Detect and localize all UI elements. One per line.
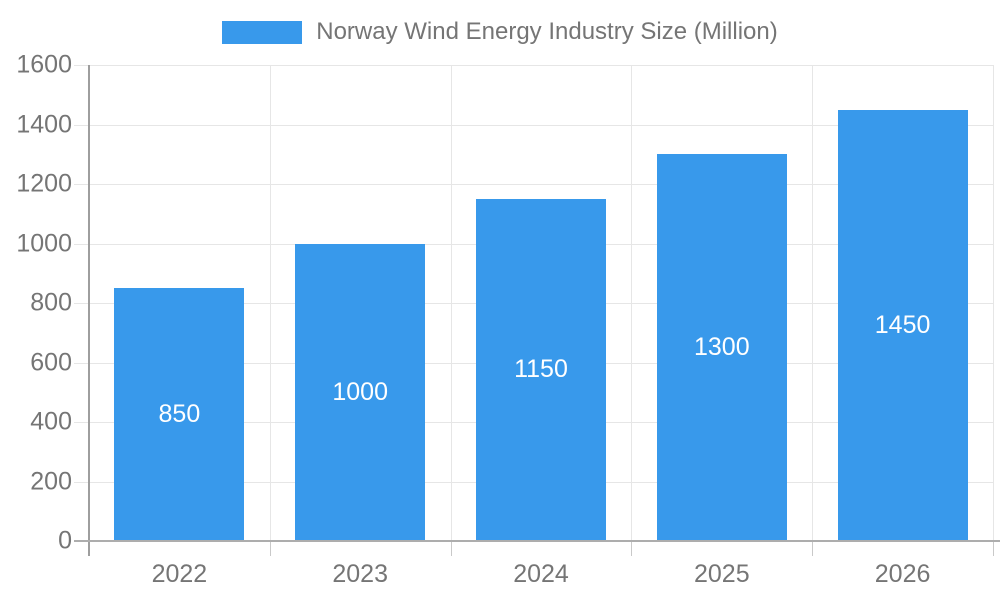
y-axis-tick <box>74 362 89 364</box>
y-axis-line <box>88 65 90 556</box>
y-axis-tick-label: 1000 <box>16 229 72 257</box>
x-axis-line <box>74 540 1000 542</box>
gridline-vertical <box>993 65 994 541</box>
x-axis-tick-label: 2026 <box>874 560 931 588</box>
legend-label: Norway Wind Energy Industry Size (Millio… <box>316 18 778 45</box>
y-axis-tick-label: 0 <box>58 526 72 555</box>
y-axis-tick-label: 1200 <box>16 169 72 198</box>
y-axis-tick <box>74 243 89 245</box>
y-axis-tick-label: 200 <box>30 467 72 495</box>
y-axis-tick <box>74 422 89 423</box>
gridline-horizontal <box>89 124 993 126</box>
bar-value-label: 1300 <box>693 333 750 362</box>
gridline-vertical <box>812 65 814 541</box>
x-axis-tick <box>993 541 994 556</box>
bar-value-label: 1150 <box>514 355 568 384</box>
y-axis-tick-label: 1400 <box>16 110 72 138</box>
gridline-vertical <box>450 65 452 541</box>
x-axis-tick-label: 2022 <box>151 560 208 588</box>
bar-2023[interactable]: 1000 <box>295 243 426 541</box>
y-axis-tick <box>74 303 89 304</box>
bar-value-label: 1000 <box>332 377 388 406</box>
x-axis-tick-label: 2023 <box>332 560 388 588</box>
y-axis-tick <box>74 481 89 483</box>
y-axis-tick-label: 800 <box>30 288 72 317</box>
y-axis-tick-label: 600 <box>30 348 72 376</box>
gridline-vertical <box>631 65 633 541</box>
gridline-horizontal <box>89 65 993 66</box>
x-axis-tick-label: 2025 <box>693 560 750 588</box>
x-axis-tick-label: 2024 <box>513 560 569 588</box>
bar-2026[interactable]: 1450 <box>837 109 968 541</box>
gridline-horizontal <box>89 184 993 185</box>
y-axis-tick <box>74 124 89 126</box>
y-axis-tick-label: 1600 <box>16 50 72 79</box>
x-axis-tick <box>269 541 271 556</box>
bar-value-label: 1450 <box>874 310 931 339</box>
bar-2025[interactable]: 1300 <box>656 154 787 541</box>
x-axis-tick <box>631 541 633 556</box>
bar-value-label: 850 <box>158 400 201 429</box>
y-axis-tick-label: 400 <box>30 407 72 436</box>
y-axis-tick <box>74 65 89 66</box>
legend-swatch <box>222 20 303 44</box>
x-axis-tick <box>450 541 452 556</box>
bar-2024[interactable]: 1150 <box>476 198 606 541</box>
y-axis-tick <box>74 184 89 185</box>
bar-2022[interactable]: 850 <box>114 288 245 541</box>
gridline-vertical <box>269 65 271 541</box>
x-axis-tick <box>812 541 814 556</box>
legend[interactable]: Norway Wind Energy Industry Size (Millio… <box>0 18 1000 46</box>
